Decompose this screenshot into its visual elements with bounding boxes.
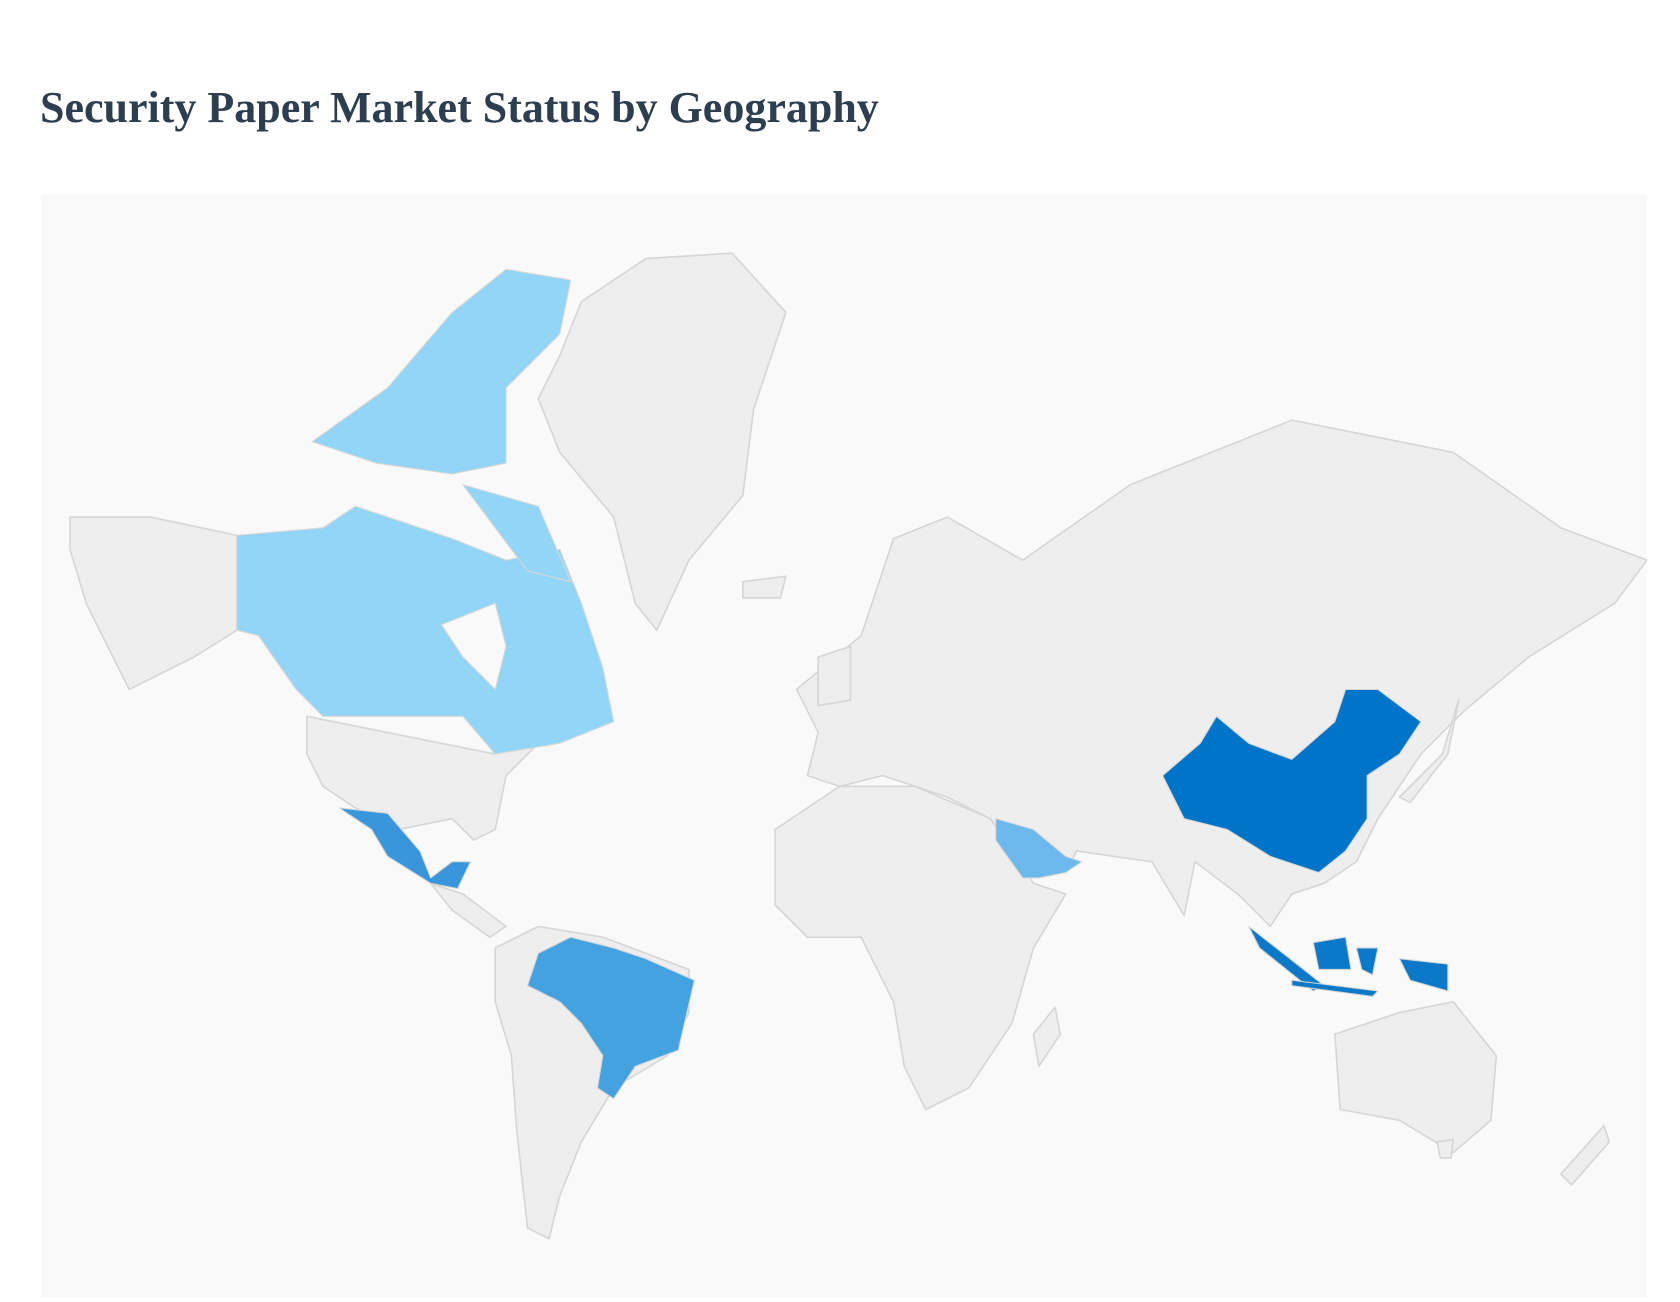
japan	[1398, 699, 1460, 804]
brazil	[526, 936, 696, 1100]
eurasia	[795, 419, 1647, 928]
base-land	[69, 252, 1647, 1240]
new-zealand	[1560, 1124, 1611, 1186]
madagascar	[1032, 1006, 1062, 1068]
page-title: Security Paper Market Status by Geograph…	[40, 83, 879, 132]
uk	[817, 645, 852, 707]
china	[1161, 688, 1422, 874]
central-america	[429, 882, 507, 938]
canada	[236, 268, 615, 755]
iceland	[742, 575, 787, 599]
indonesia	[1248, 925, 1449, 997]
greenland	[537, 252, 787, 631]
tasmania	[1436, 1138, 1455, 1159]
africa	[774, 785, 1067, 1111]
saudi-arabia	[995, 817, 1084, 879]
world-map	[41, 195, 1647, 1298]
australia	[1334, 1000, 1498, 1154]
alaska	[69, 516, 238, 691]
highlighted-countries	[236, 268, 1449, 1100]
mexico	[338, 807, 472, 890]
